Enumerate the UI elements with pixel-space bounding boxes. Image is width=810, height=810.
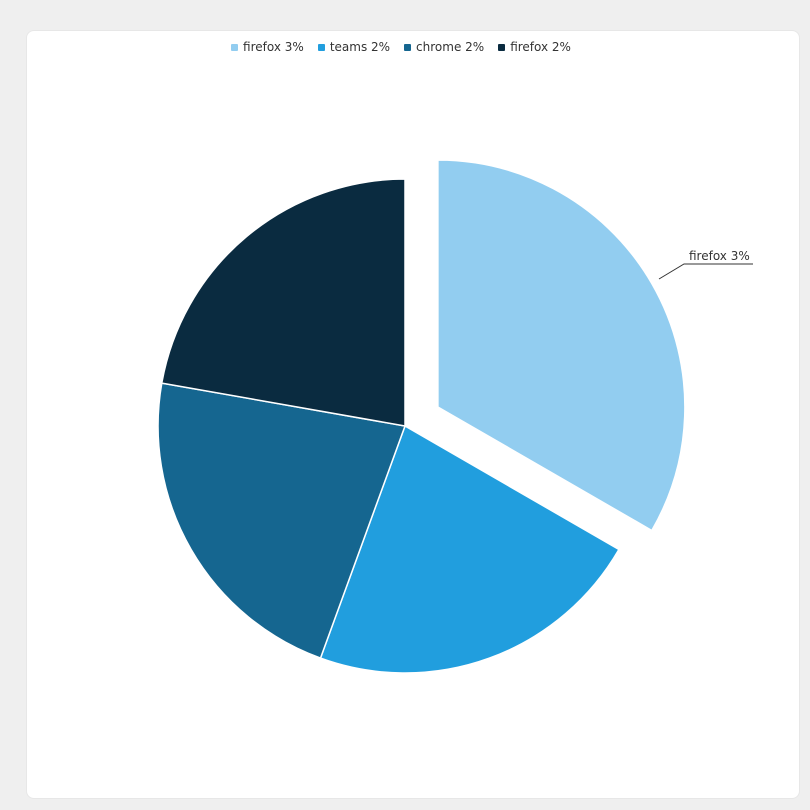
- pie-slice-1-teams[interactable]: [319, 425, 620, 674]
- pie-slices: [157, 159, 686, 674]
- legend-item-teams-2[interactable]: teams 2%: [317, 40, 391, 54]
- pie-slice-0-firefox[interactable]: [437, 159, 686, 532]
- callout-label: firefox 3%: [689, 249, 750, 263]
- legend-item-firefox-3[interactable]: firefox 3%: [231, 40, 304, 54]
- pie-slice-2-chrome[interactable]: [157, 382, 406, 659]
- chart-card: firefox 3% firefox 3% teams 2% chrome 2%…: [26, 30, 800, 799]
- legend-marker: [317, 43, 325, 51]
- legend: firefox 3% teams 2% chrome 2% firefox 2%: [27, 40, 787, 54]
- legend-label: chrome 2%: [416, 40, 485, 54]
- pie-slice-3-firefox[interactable]: [161, 178, 406, 427]
- legend-item-chrome-2[interactable]: chrome 2%: [404, 40, 484, 54]
- legend-marker: [231, 43, 239, 51]
- legend-marker: [404, 43, 412, 51]
- legend-label: firefox 3%: [243, 40, 304, 54]
- callout-connector: [658, 263, 753, 280]
- pie-chart: firefox 3%: [157, 159, 753, 674]
- legend-label: teams 2%: [329, 40, 391, 54]
- legend-item-firefox-2[interactable]: firefox 2%: [498, 40, 571, 54]
- legend-label: firefox 2%: [510, 40, 571, 54]
- legend-marker: [498, 43, 506, 51]
